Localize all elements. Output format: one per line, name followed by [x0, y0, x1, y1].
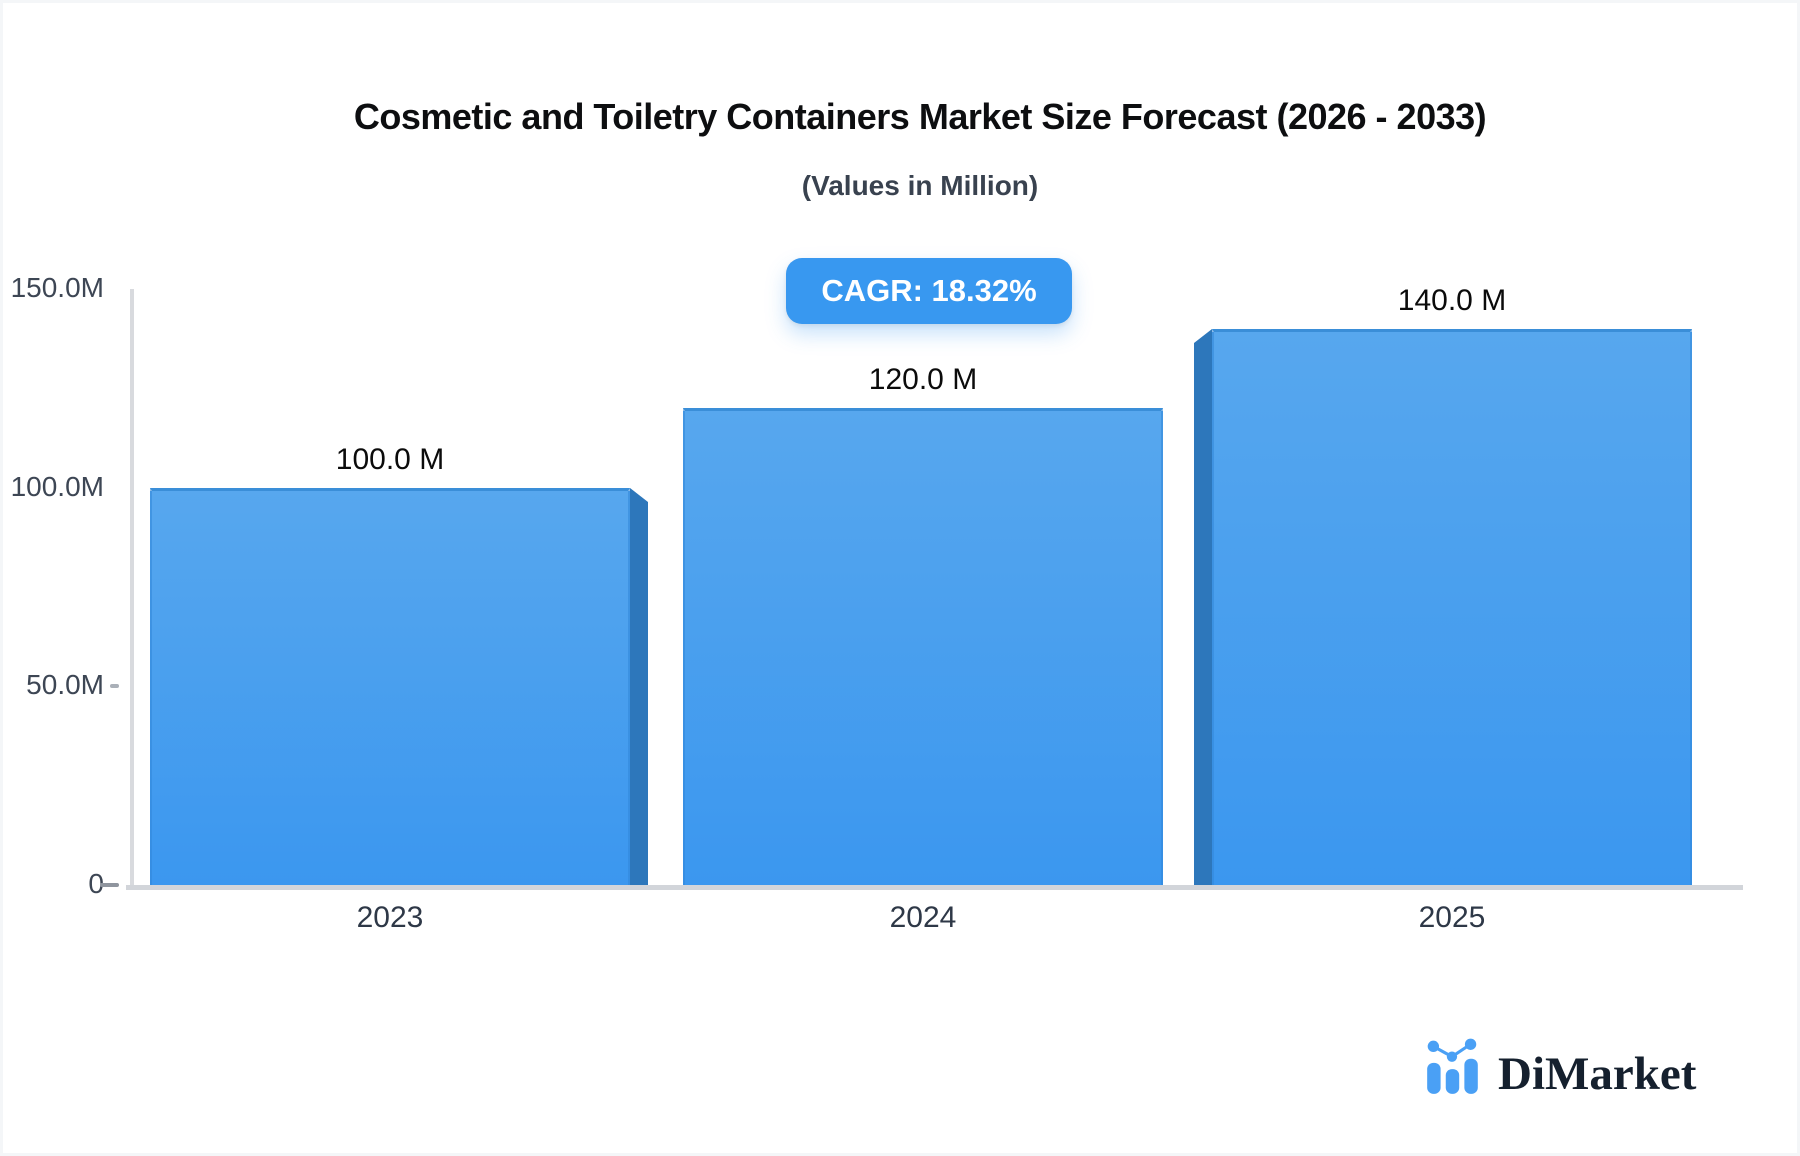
bar [683, 408, 1163, 885]
chart-title: Cosmetic and Toiletry Containers Market … [353, 96, 1487, 137]
bar-value-label: 100.0 M [335, 443, 445, 476]
chart-subtitle: (Values in Million) [801, 170, 1039, 201]
brand-logo: DiMarket [1422, 1036, 1696, 1098]
y-tick-mark [110, 684, 119, 689]
x-axis-line [126, 885, 1743, 890]
cagr-badge: CAGR: 18.32% [786, 258, 1072, 324]
y-tick-label: 150.0M [10, 272, 104, 303]
y-tick-label: 50.0M [26, 669, 104, 701]
y-tick-label: 0 [88, 868, 104, 899]
x-tick-label: 2023 [356, 901, 424, 934]
bar-side-3d [1194, 329, 1212, 885]
x-tick-label: 2024 [889, 901, 957, 934]
y-axis-line [130, 289, 134, 887]
bar [1212, 329, 1692, 885]
bar-side-3d [630, 488, 648, 885]
cagr-badge-label: CAGR: 18.32% [821, 273, 1037, 308]
y-tick-mark [100, 883, 119, 887]
bar-value-label: 120.0 M [868, 363, 978, 396]
bar-chart-logo-icon [1427, 1038, 1478, 1094]
bar-value-label: 140.0 M [1397, 284, 1507, 317]
bar [150, 488, 630, 885]
brand-name: DiMarket [1498, 1048, 1697, 1100]
y-tick-label: 100.0M [10, 470, 104, 502]
x-tick-label: 2025 [1418, 901, 1486, 934]
